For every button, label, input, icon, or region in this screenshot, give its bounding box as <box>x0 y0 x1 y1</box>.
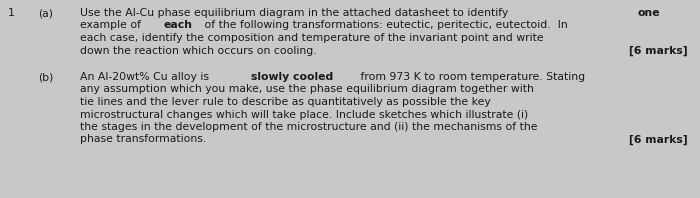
Text: [6 marks]: [6 marks] <box>629 46 688 56</box>
Text: An Al-20wt% Cu alloy is: An Al-20wt% Cu alloy is <box>80 72 213 82</box>
Text: each: each <box>163 21 193 30</box>
Text: down the reaction which occurs on cooling.: down the reaction which occurs on coolin… <box>80 46 316 55</box>
Text: from 973 K to room temperature. Stating: from 973 K to room temperature. Stating <box>357 72 585 82</box>
Text: tie lines and the lever rule to describe as quantitatively as possible the key: tie lines and the lever rule to describe… <box>80 97 491 107</box>
Text: (b): (b) <box>38 72 53 82</box>
Text: any assumption which you make, use the phase equilibrium diagram together with: any assumption which you make, use the p… <box>80 85 534 94</box>
Text: slowly cooled: slowly cooled <box>251 72 333 82</box>
Text: each case, identify the composition and temperature of the invariant point and w: each case, identify the composition and … <box>80 33 544 43</box>
Text: Use the Al-Cu phase equilibrium diagram in the attached datasheet to identify: Use the Al-Cu phase equilibrium diagram … <box>80 8 512 18</box>
Text: [6 marks]: [6 marks] <box>629 134 688 145</box>
Text: one: one <box>637 8 659 18</box>
Text: phase transformations.: phase transformations. <box>80 134 206 145</box>
Text: of the following transformations: eutectic, peritectic, eutectoid.  In: of the following transformations: eutect… <box>201 21 568 30</box>
Text: microstructural changes which will take place. Include sketches which illustrate: microstructural changes which will take … <box>80 109 528 120</box>
Text: example of: example of <box>80 21 144 30</box>
Text: (a): (a) <box>38 8 53 18</box>
Text: the stages in the development of the microstructure and (ii) the mechanisms of t: the stages in the development of the mic… <box>80 122 538 132</box>
Text: 1: 1 <box>8 8 15 18</box>
